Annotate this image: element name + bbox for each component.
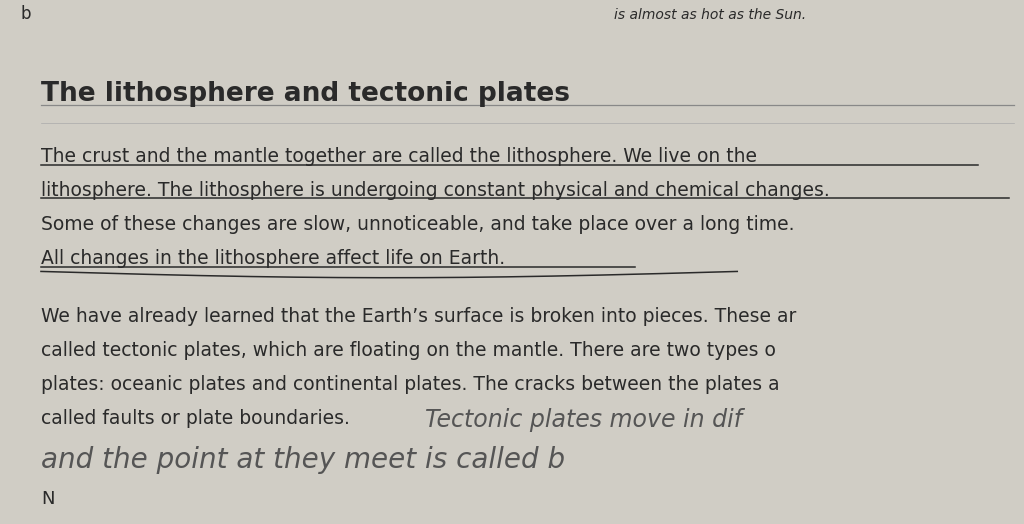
Text: b: b (20, 5, 31, 23)
Text: Some of these changes are slow, unnoticeable, and take place over a long time.: Some of these changes are slow, unnotice… (41, 215, 795, 234)
Text: The crust and the mantle together are called the lithosphere. We live on the: The crust and the mantle together are ca… (41, 147, 757, 166)
Text: lithosphere. The lithosphere is undergoing constant physical and chemical change: lithosphere. The lithosphere is undergoi… (41, 181, 829, 200)
Text: is almost as hot as the Sun.: is almost as hot as the Sun. (614, 8, 807, 22)
Text: and the point at they meet is called b: and the point at they meet is called b (41, 446, 565, 474)
Text: N: N (41, 490, 54, 508)
Text: All changes in the lithosphere affect life on Earth.: All changes in the lithosphere affect li… (41, 249, 505, 268)
Text: The lithosphere and tectonic plates: The lithosphere and tectonic plates (41, 81, 570, 107)
Text: plates: oceanic plates and continental plates. The cracks between the plates a: plates: oceanic plates and continental p… (41, 375, 779, 394)
Text: called faults or plate boundaries.: called faults or plate boundaries. (41, 409, 350, 428)
Text: called tectonic plates, which are floating on the mantle. There are two types o: called tectonic plates, which are floati… (41, 341, 776, 359)
Text: Tectonic plates move in dif: Tectonic plates move in dif (425, 408, 742, 432)
Text: We have already learned that the Earth’s surface is broken into pieces. These ar: We have already learned that the Earth’s… (41, 307, 797, 325)
